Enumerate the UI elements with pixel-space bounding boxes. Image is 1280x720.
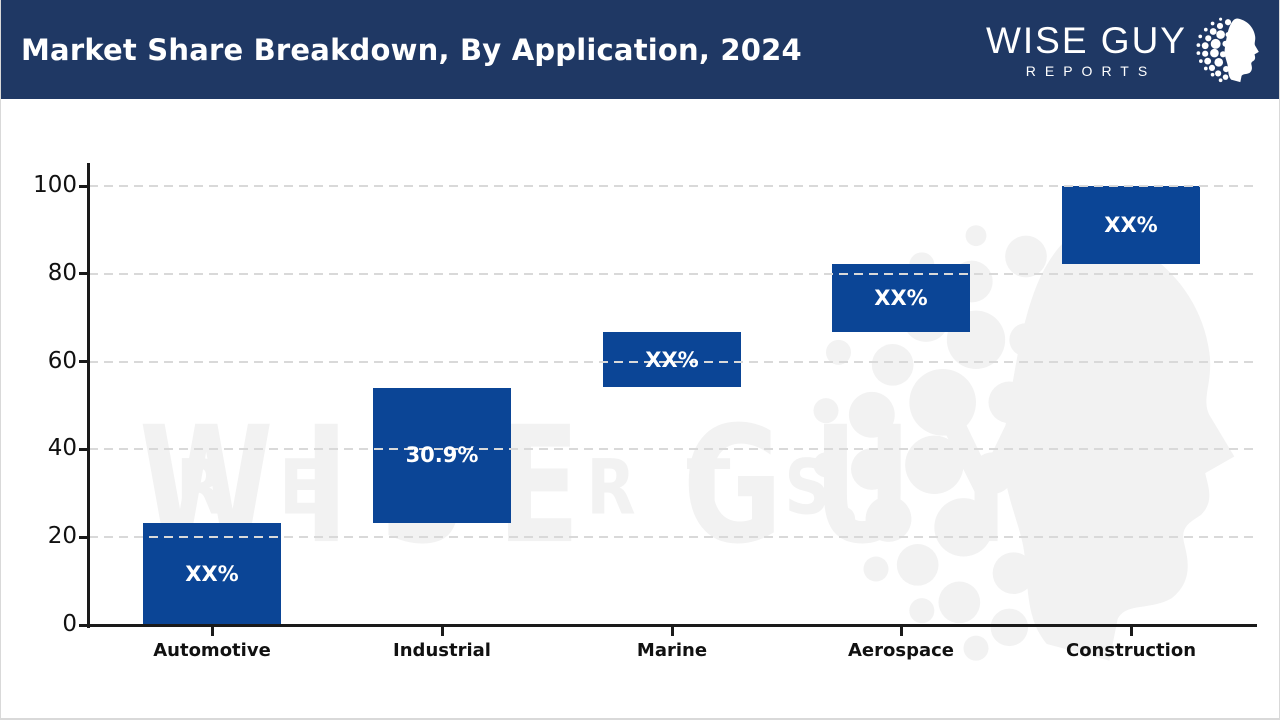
- bar-value-label: XX%: [874, 285, 928, 310]
- y-axis-line: [87, 163, 90, 628]
- y-tick-mark: [79, 272, 89, 276]
- x-tick-mark: [1129, 627, 1133, 636]
- y-tick-mark: [79, 360, 89, 364]
- x-category-label: Construction: [1065, 640, 1197, 661]
- x-tick-mark: [210, 627, 214, 636]
- bar: [373, 387, 511, 524]
- x-category-label: Automotive: [153, 640, 271, 661]
- bar: [1062, 186, 1200, 264]
- gridline: [89, 272, 1257, 275]
- bar: [832, 263, 970, 332]
- bar-value-label: XX%: [645, 347, 699, 372]
- gridline: [89, 185, 1257, 187]
- x-tick-mark: [670, 627, 674, 636]
- x-axis-line: [87, 624, 1257, 627]
- bar-value-label: XX%: [1104, 212, 1158, 237]
- y-tick-label: 80: [47, 259, 77, 286]
- x-tick-mark: [899, 627, 903, 636]
- brand-logo-text: WISE GUY REPORTS: [986, 22, 1187, 78]
- y-tick-label: 60: [47, 347, 77, 374]
- y-tick-mark: [79, 535, 89, 539]
- x-category-label: Marine: [636, 640, 708, 661]
- x-category-label: Industrial: [393, 640, 491, 661]
- gridline: [89, 448, 1257, 451]
- bar-value-label: 30.9%: [405, 443, 479, 468]
- brand-logo: WISE GUY REPORTS: [986, 16, 1265, 84]
- y-tick-label: 20: [47, 523, 77, 550]
- y-tick-label: 0: [62, 610, 77, 637]
- bar-value-label: XX%: [185, 562, 239, 587]
- bar: [143, 523, 281, 625]
- waterfall-chart: WISE GUY REPORTS 0 20 40 60 80 100 XX% Automoti…: [1, 99, 1279, 718]
- gridline: [89, 536, 1257, 539]
- y-tick-mark: [79, 623, 89, 627]
- x-tick-mark: [440, 627, 444, 636]
- brand-subtitle: REPORTS: [1025, 62, 1157, 79]
- page-title: Market Share Breakdown, By Application, …: [21, 32, 802, 67]
- gridline: [89, 360, 1257, 363]
- x-category-label: Aerospace: [847, 640, 954, 661]
- header: Market Share Breakdown, By Application, …: [1, 0, 1279, 99]
- y-tick-mark: [79, 184, 89, 188]
- bar: [603, 331, 741, 388]
- y-tick-label: 40: [47, 435, 77, 462]
- y-tick-mark: [79, 447, 89, 451]
- y-tick-label: 100: [33, 171, 77, 198]
- brand-name: WISE GUY: [985, 19, 1187, 61]
